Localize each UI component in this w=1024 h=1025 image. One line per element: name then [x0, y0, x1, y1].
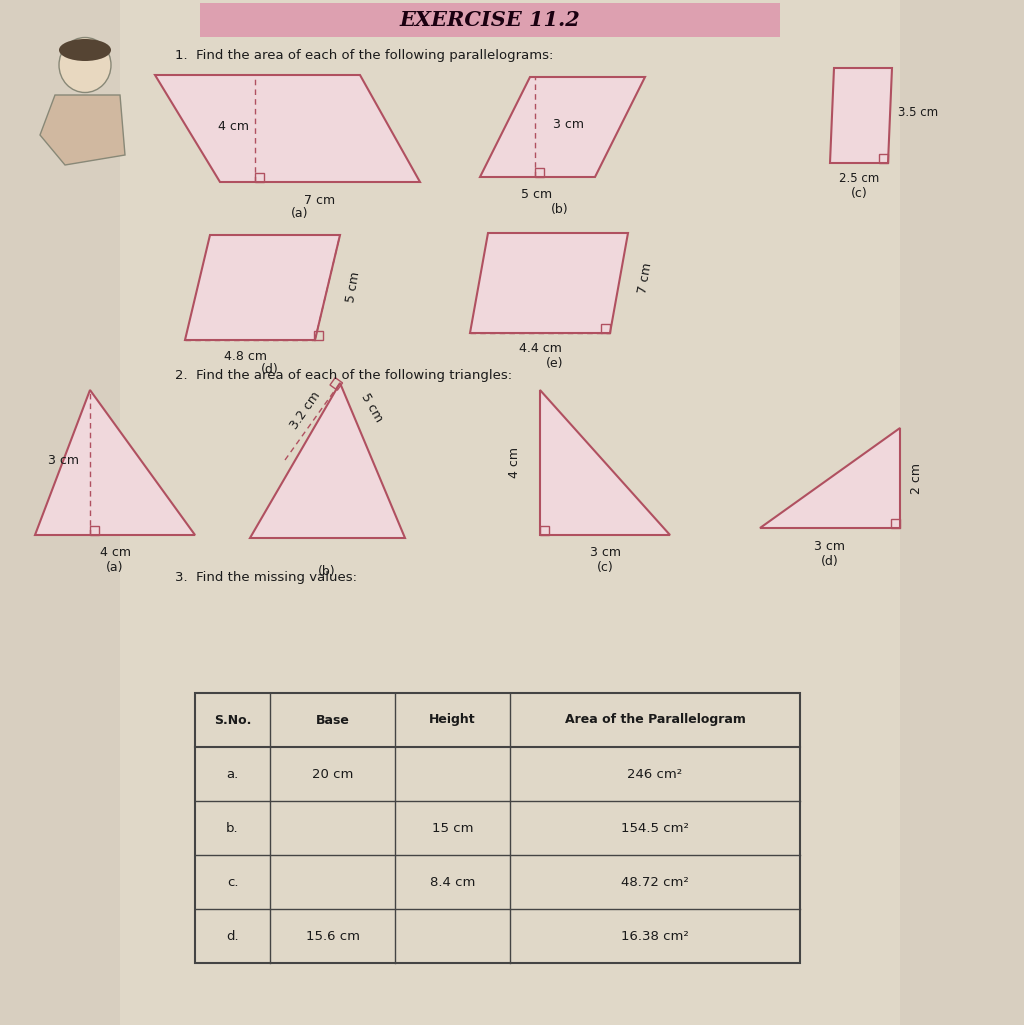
Text: 4 cm: 4 cm: [508, 447, 520, 478]
Text: a.: a.: [226, 768, 239, 780]
Text: d.: d.: [226, 930, 239, 943]
Text: 1.  Find the area of each of the following parallelograms:: 1. Find the area of each of the followin…: [175, 48, 553, 61]
Text: b.: b.: [226, 821, 239, 834]
Polygon shape: [185, 235, 340, 340]
Text: (d): (d): [261, 364, 279, 376]
Text: 5 cm: 5 cm: [521, 189, 553, 202]
Text: Height: Height: [429, 713, 476, 727]
Text: 2.5 cm: 2.5 cm: [839, 172, 880, 186]
Text: 8.4 cm: 8.4 cm: [430, 875, 475, 889]
Bar: [195, 693, 800, 964]
Text: Base: Base: [315, 713, 349, 727]
Text: 5 cm: 5 cm: [358, 392, 385, 424]
Text: S.No.: S.No.: [214, 713, 251, 727]
Text: c.: c.: [226, 875, 239, 889]
Text: 4 cm: 4 cm: [99, 546, 130, 560]
Polygon shape: [35, 390, 195, 535]
Text: (a): (a): [106, 562, 124, 574]
Polygon shape: [480, 77, 645, 177]
Text: 3.2 cm: 3.2 cm: [288, 388, 323, 432]
Polygon shape: [470, 233, 628, 333]
Text: 4 cm: 4 cm: [217, 121, 249, 133]
Text: (c): (c): [597, 562, 613, 574]
Text: 3 cm: 3 cm: [814, 539, 846, 552]
Text: (b): (b): [551, 203, 568, 215]
Text: 7 cm: 7 cm: [636, 261, 654, 294]
Bar: [200, 3, 780, 37]
Text: 15.6 cm: 15.6 cm: [305, 930, 359, 943]
Text: 3 cm: 3 cm: [590, 546, 621, 560]
Text: 3.5 cm: 3.5 cm: [898, 107, 938, 120]
Text: 3 cm: 3 cm: [553, 119, 584, 131]
Bar: [120, 0, 900, 1025]
Text: (a): (a): [291, 206, 309, 219]
Text: (d): (d): [821, 555, 839, 568]
Text: 16.38 cm²: 16.38 cm²: [622, 930, 689, 943]
Polygon shape: [540, 390, 670, 535]
Text: 15 cm: 15 cm: [432, 821, 473, 834]
Text: 20 cm: 20 cm: [312, 768, 353, 780]
Polygon shape: [760, 428, 900, 528]
Text: 3.  Find the missing values:: 3. Find the missing values:: [175, 571, 357, 583]
Text: Area of the Parallelogram: Area of the Parallelogram: [564, 713, 745, 727]
Text: 4.4 cm: 4.4 cm: [518, 342, 561, 356]
Text: 48.72 cm²: 48.72 cm²: [622, 875, 689, 889]
Text: 2 cm: 2 cm: [910, 462, 923, 493]
Text: (e): (e): [546, 357, 564, 369]
Text: 246 cm²: 246 cm²: [628, 768, 683, 780]
Text: 2.  Find the area of each of the following triangles:: 2. Find the area of each of the followin…: [175, 369, 512, 381]
Ellipse shape: [59, 39, 111, 61]
Text: EXERCISE 11.2: EXERCISE 11.2: [399, 10, 581, 30]
Text: 7 cm: 7 cm: [304, 194, 336, 206]
Polygon shape: [155, 75, 420, 182]
Text: 3 cm: 3 cm: [47, 453, 79, 466]
Text: 4.8 cm: 4.8 cm: [223, 350, 266, 363]
Polygon shape: [250, 383, 406, 538]
Polygon shape: [830, 68, 892, 163]
Polygon shape: [40, 95, 125, 165]
Text: 154.5 cm²: 154.5 cm²: [622, 821, 689, 834]
Text: 5 cm: 5 cm: [344, 271, 362, 304]
Text: (c): (c): [851, 187, 867, 200]
Text: (b): (b): [318, 565, 336, 577]
Ellipse shape: [59, 38, 111, 92]
